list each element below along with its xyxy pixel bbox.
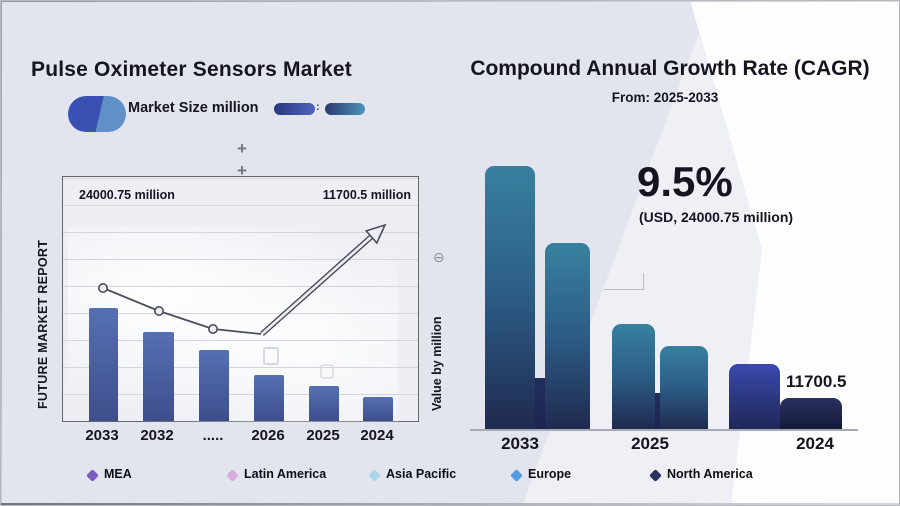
cylinder-icon	[68, 96, 126, 132]
minus-circle-icon: ⊖	[433, 249, 445, 265]
frame-top-edge	[0, 0, 900, 2]
annotation-11700: 11700.5	[786, 372, 847, 391]
bar-2033-primary	[485, 166, 535, 430]
legend-label-north-america: North America	[667, 467, 753, 481]
market-size-label: Market Size million	[128, 100, 259, 116]
bar-2033	[89, 308, 118, 421]
legend-label-europe: Europe	[528, 467, 572, 481]
page-title: Pulse Oximeter Sensors Market	[31, 58, 352, 81]
rx-label-2024: 2024	[796, 434, 834, 453]
ratio-separator: :	[316, 101, 320, 113]
bar-2025-primary	[612, 324, 655, 430]
gridlines	[63, 177, 418, 421]
chart-end-value-label: 11700.5 million	[322, 188, 411, 202]
bar-dots	[199, 350, 229, 421]
step-line-decoration	[604, 273, 644, 290]
cagr-subtitle: From: 2025-2033	[611, 90, 719, 105]
value-axis-label: Value by million	[430, 316, 444, 412]
bar-2024-secondary	[780, 398, 842, 430]
bar-2024-primary	[729, 364, 780, 430]
x-label-dots: .....	[202, 427, 224, 444]
x-axis-line	[470, 429, 858, 431]
cagr-note: (USD, 24000.75 million)	[639, 209, 794, 225]
x-label-2032: 2032	[140, 427, 174, 444]
cagr-chart	[473, 160, 858, 430]
x-label-2025: 2025	[306, 427, 340, 444]
ratio-pill-dark-icon	[274, 103, 315, 115]
frame-bottom-edge	[0, 503, 900, 506]
rx-label-2025: 2025	[631, 434, 669, 453]
bar-2024	[363, 397, 393, 421]
trend-arrow-icon	[97, 223, 387, 379]
bar-2033-secondary	[545, 243, 590, 430]
bar-2025	[309, 386, 339, 421]
bar-2025-secondary	[660, 346, 708, 430]
bar-2026	[254, 375, 284, 421]
market-size-chart: 24000.75 million 11700.5 million	[62, 176, 419, 422]
legend-label-mea: MEA	[104, 467, 132, 481]
legend-label-latin-america: Latin America	[244, 467, 327, 481]
chart-max-value-label: 24000.75 million	[79, 188, 175, 202]
cagr-value: 9.5%	[637, 158, 733, 205]
frame-left-edge	[0, 0, 2, 506]
x-label-2033: 2033	[85, 427, 119, 444]
legend-label-asia-pacific: Asia Pacific	[386, 467, 457, 481]
left-axis-watermark: FUTURE MARKET REPORT	[36, 239, 50, 409]
bar-2032	[143, 332, 174, 421]
rx-label-2033: 2033	[501, 434, 539, 453]
plus-icon: +	[237, 161, 247, 180]
ratio-pill-teal-icon	[325, 103, 365, 115]
x-label-2026: 2026	[251, 427, 285, 444]
cagr-title: Compound Annual Growth Rate (CAGR)	[470, 57, 870, 80]
x-label-2024: 2024	[360, 427, 394, 444]
plus-icon: +	[237, 139, 247, 158]
